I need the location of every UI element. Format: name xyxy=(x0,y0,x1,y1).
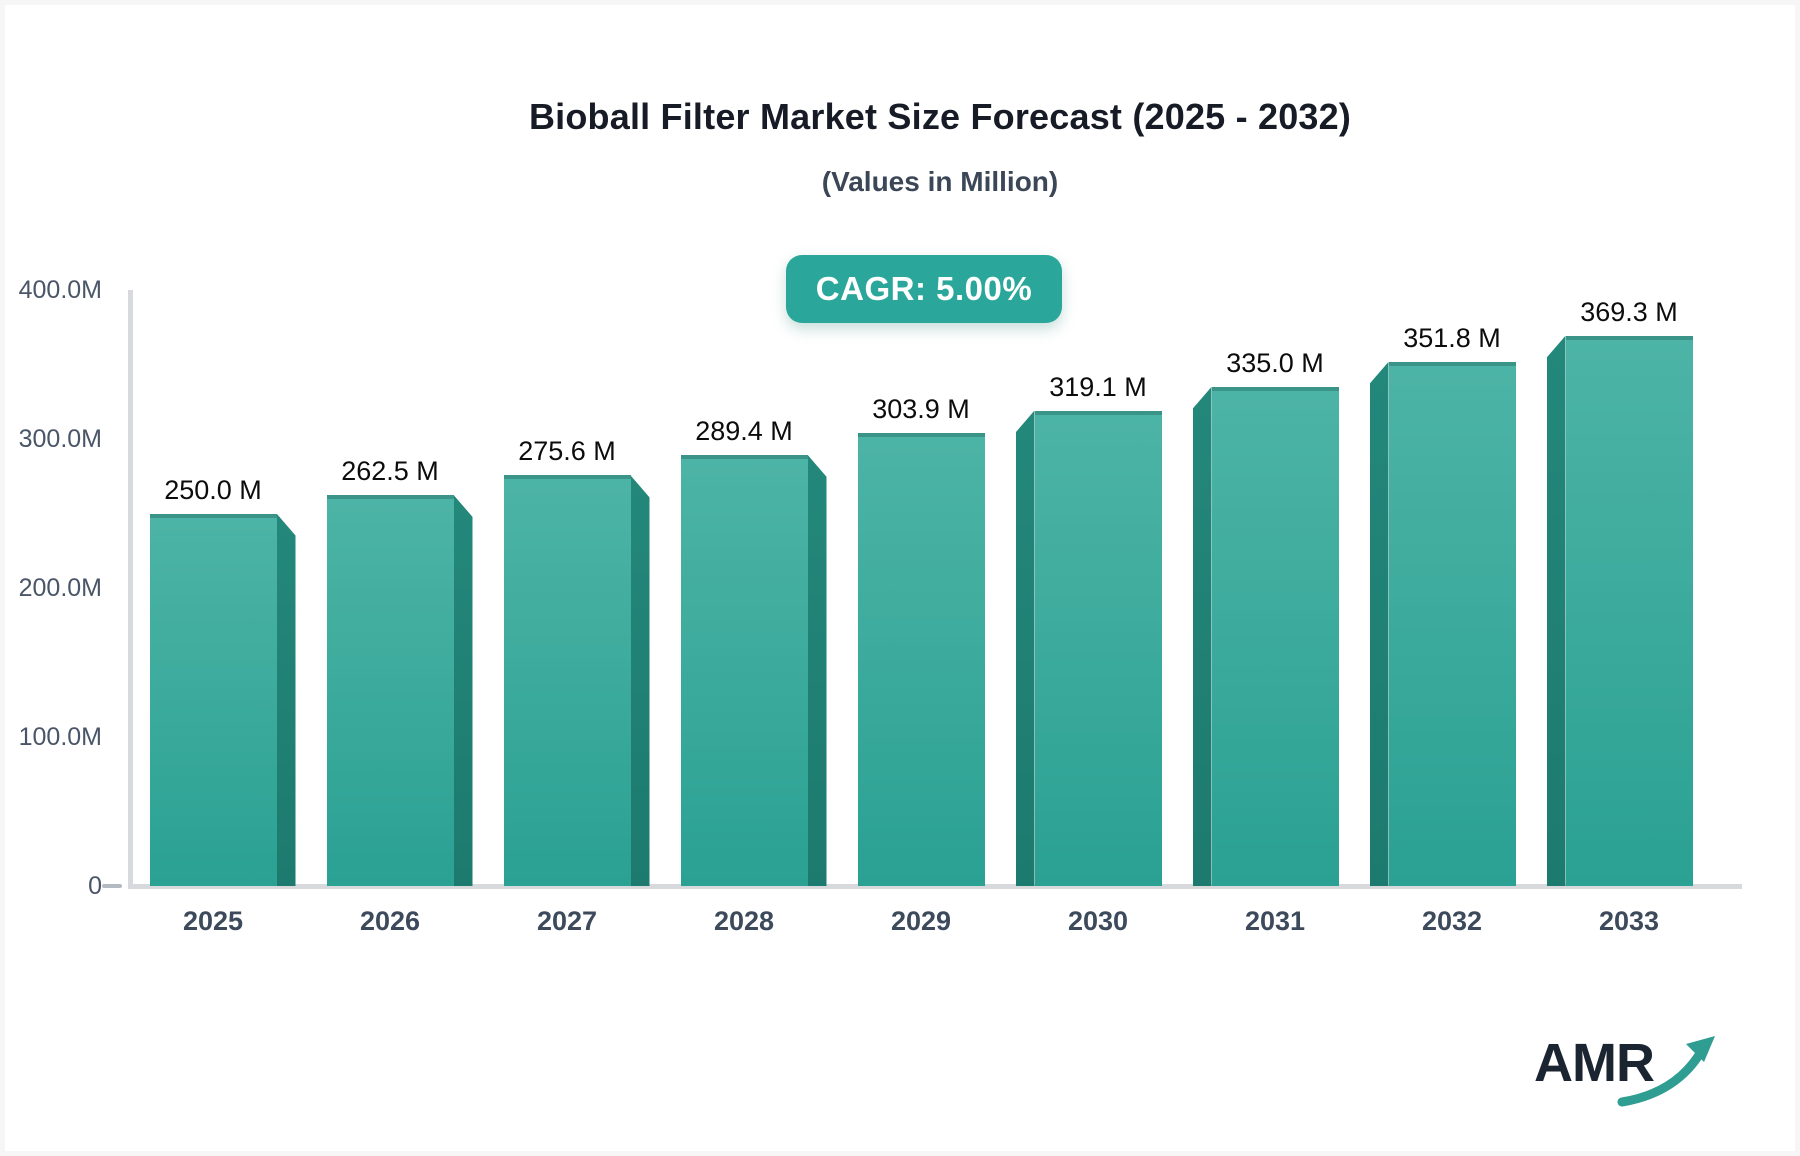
bar-value-label: 303.9 M xyxy=(872,394,970,425)
bar-value-label: 319.1 M xyxy=(1049,371,1147,402)
bar-side-3d xyxy=(453,494,473,886)
y-axis-line xyxy=(128,290,133,886)
bar-value-label: 369.3 M xyxy=(1580,296,1678,327)
x-tick-label-2026: 2026 xyxy=(359,906,421,936)
bar-value-label: 335.0 M xyxy=(1226,347,1324,378)
bar-side-3d xyxy=(1015,410,1035,886)
x-tick-label-2030: 2030 xyxy=(1067,906,1129,936)
bar-side-3d xyxy=(807,454,827,886)
bar-side-3d xyxy=(1546,335,1566,886)
y-tick-label: 0 xyxy=(88,872,102,900)
x-tick-label-2029: 2029 xyxy=(890,906,952,936)
bar-2025[interactable] xyxy=(149,513,296,886)
bar-side-3d xyxy=(1192,386,1212,886)
zero-tick-dash xyxy=(102,884,122,888)
x-tick-label-2032: 2032 xyxy=(1421,906,1483,936)
brand-logo: AMR xyxy=(1534,1028,1715,1108)
bar-value-label: 262.5 M xyxy=(341,455,439,486)
chart-subtitle: (Values in Million) xyxy=(821,166,1059,197)
bar-face xyxy=(857,433,985,886)
bar-2029[interactable] xyxy=(857,433,985,886)
bar-value-label: 289.4 M xyxy=(695,415,793,446)
bar-face xyxy=(149,513,277,886)
bar-value-label: 351.8 M xyxy=(1403,322,1501,353)
brand-logo-text: AMR xyxy=(1534,1033,1655,1093)
bar-face xyxy=(503,475,631,886)
x-tick-label-2033: 2033 xyxy=(1598,906,1660,936)
bar-2030[interactable] xyxy=(1015,410,1162,886)
bar-face xyxy=(326,494,454,886)
bar-2026[interactable] xyxy=(326,494,473,886)
bar-value-label: 250.0 M xyxy=(164,474,262,505)
bar-2031[interactable] xyxy=(1192,386,1339,886)
y-tick-label: 100.0M xyxy=(18,723,102,751)
bar-side-3d xyxy=(1369,361,1389,886)
bar-face xyxy=(1565,335,1693,886)
x-tick-label-2031: 2031 xyxy=(1244,906,1306,936)
x-tick-label-2028: 2028 xyxy=(713,906,775,936)
y-tick-label: 200.0M xyxy=(18,574,102,602)
bar-face xyxy=(1388,361,1516,886)
bar-2033[interactable] xyxy=(1546,335,1693,886)
bar-2027[interactable] xyxy=(503,475,650,886)
bar-2028[interactable] xyxy=(680,454,827,886)
growth-arrow-icon xyxy=(1617,1036,1715,1107)
y-tick-label: 300.0M xyxy=(18,425,102,453)
bar-face xyxy=(680,454,808,886)
bar-face xyxy=(1211,386,1339,886)
bar-value-label: 275.6 M xyxy=(518,436,616,467)
bar-face xyxy=(1034,410,1162,886)
chart-title: Bioball Filter Market Size Forecast (202… xyxy=(528,96,1352,137)
bar-2032[interactable] xyxy=(1369,361,1516,886)
x-tick-label-2027: 2027 xyxy=(536,906,598,936)
cagr-badge: CAGR: 5.00% xyxy=(786,255,1062,323)
x-tick-label-2025: 2025 xyxy=(182,906,244,936)
y-tick-label: 400.0M xyxy=(18,276,102,304)
x-axis-line xyxy=(128,884,1742,889)
bar-side-3d xyxy=(276,513,296,886)
bar-side-3d xyxy=(630,475,650,886)
